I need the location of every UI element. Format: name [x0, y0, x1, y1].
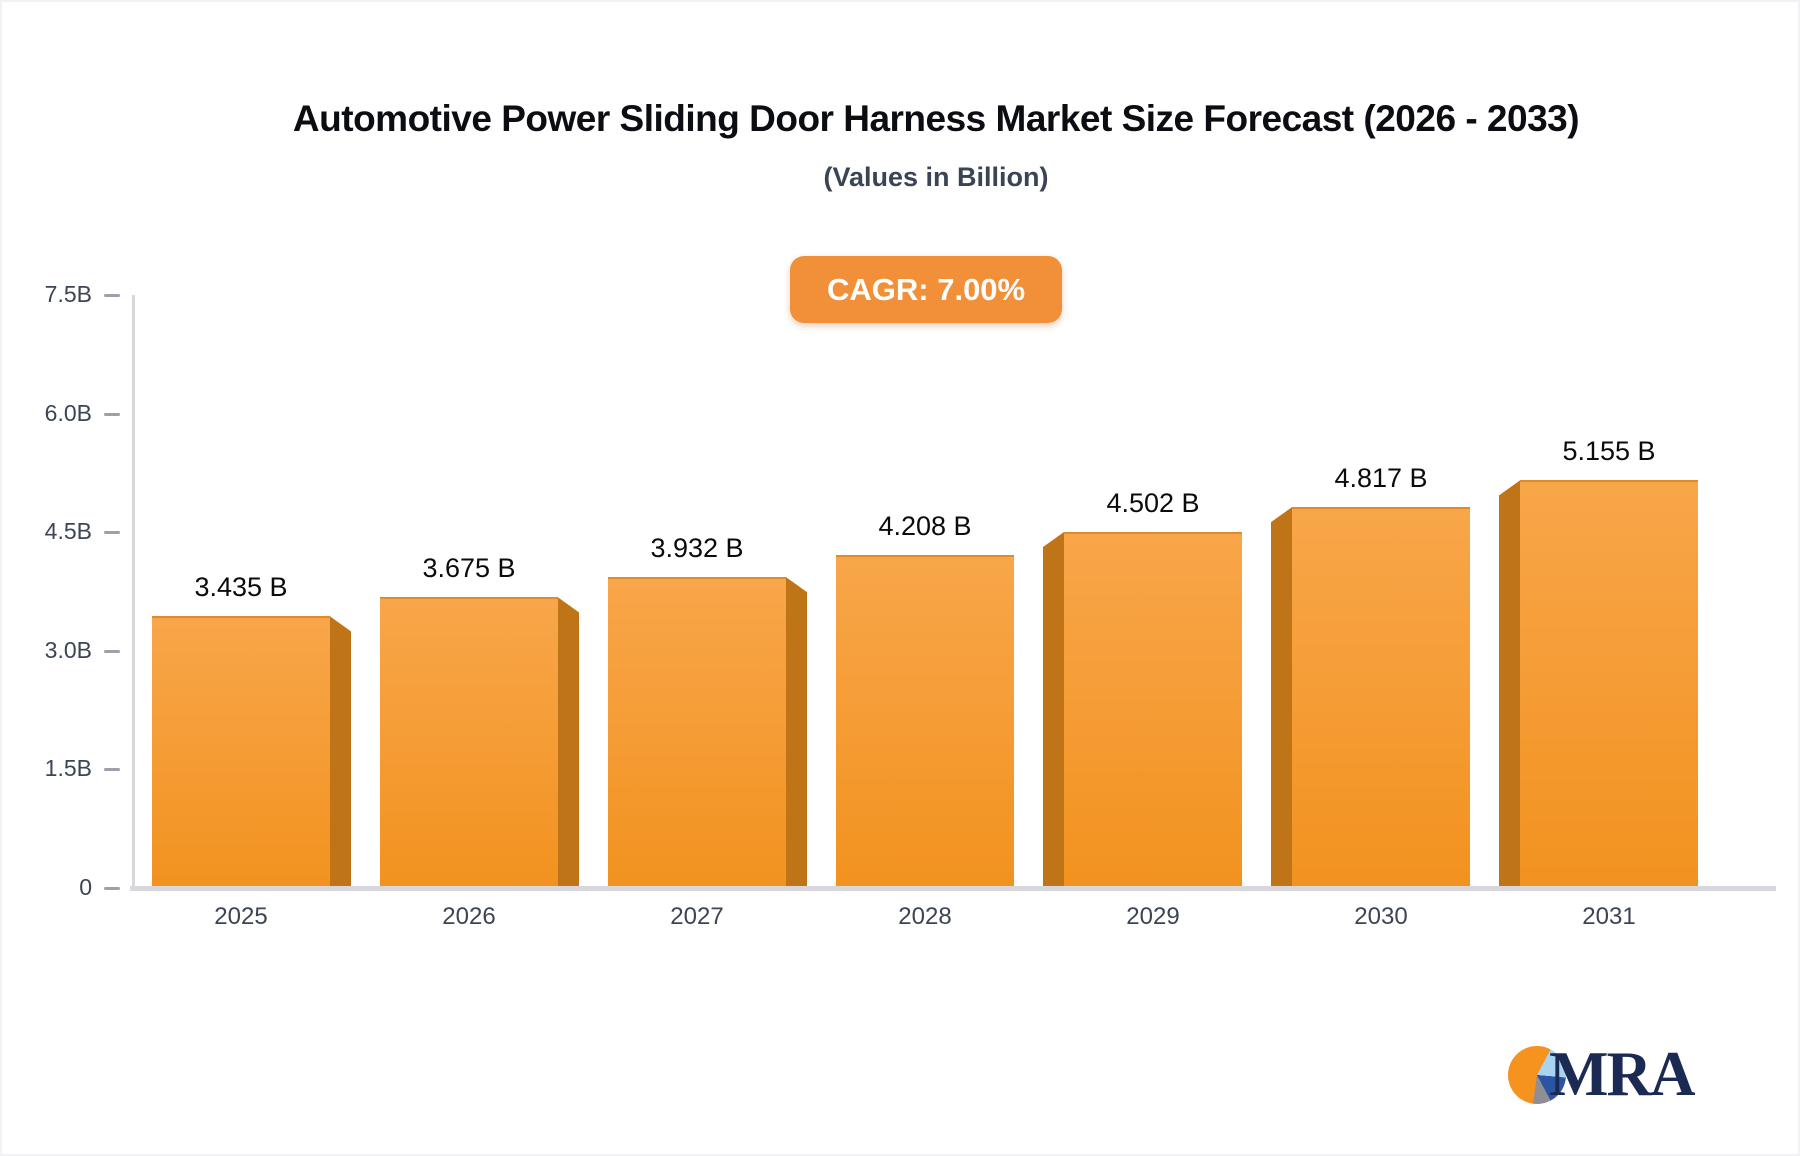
bar-2027-side-face — [786, 577, 807, 890]
chart-subtitle: (Values in Billion) — [823, 162, 1049, 192]
bar-2026[interactable] — [380, 597, 558, 890]
header: Automotive Power Sliding Door Harness Ma… — [2, 98, 1798, 193]
x-axis-label: 2028 — [898, 903, 952, 930]
bar-value-label: 3.675 B — [422, 553, 516, 584]
mra-pie-icon — [1508, 1046, 1566, 1104]
x-axis-label: 2030 — [1354, 903, 1408, 930]
bar-value-label: 3.435 B — [194, 572, 288, 603]
bar-2030-side-face — [1271, 507, 1292, 890]
bar-value-label: 3.932 B — [650, 533, 744, 564]
bar-2025-side-face — [330, 616, 351, 890]
y-axis-tick-mark — [104, 649, 120, 653]
mra-logo: MRA — [1508, 1039, 1758, 1122]
bar-value-label: 5.155 B — [1562, 436, 1656, 467]
y-axis-tick-mark — [104, 294, 120, 297]
y-axis-tick-label: 7.5B — [44, 281, 92, 307]
y-axis-tick-label: 3.0B — [44, 636, 92, 663]
x-axis-label: 2027 — [670, 903, 724, 930]
bar-value-label: 4.817 B — [1334, 463, 1428, 494]
bar-2029-side-face — [1043, 532, 1064, 890]
y-axis-tick-mark — [104, 768, 120, 772]
bar-2026-side-face — [558, 597, 579, 890]
bar-2028[interactable] — [836, 555, 1014, 890]
cagr-badge: CAGR: 7.00% — [790, 256, 1063, 323]
y-axis-tick-mark — [104, 531, 120, 535]
y-axis-tick-mark — [104, 887, 120, 890]
y-axis-tick-label: 0 — [79, 874, 92, 900]
x-axis-line — [130, 886, 1776, 891]
mra-logo-text: MRA — [1549, 1039, 1695, 1109]
chart-title: Automotive Power Sliding Door Harness Ma… — [292, 98, 1580, 139]
bar-value-label: 4.208 B — [878, 511, 972, 542]
x-axis-label: 2025 — [214, 903, 268, 930]
bar-2031[interactable] — [1520, 480, 1698, 890]
bar-2030[interactable] — [1292, 507, 1470, 890]
bar-value-label: 4.502 B — [1106, 488, 1200, 519]
y-axis-tick-label: 6.0B — [44, 399, 92, 426]
x-axis-label: 2029 — [1126, 903, 1180, 930]
bar-2029[interactable] — [1064, 532, 1242, 890]
x-axis-label: 2026 — [442, 903, 496, 930]
x-axis-label: 2031 — [1582, 903, 1636, 930]
y-axis-tick-label: 4.5B — [44, 518, 92, 545]
y-axis-tick-label: 1.5B — [44, 755, 92, 782]
y-axis-line — [132, 295, 135, 888]
bar-2031-side-face — [1499, 480, 1520, 890]
bar-2025[interactable] — [152, 616, 330, 890]
bar-2027[interactable] — [608, 577, 786, 890]
y-axis-tick-mark — [104, 412, 120, 416]
